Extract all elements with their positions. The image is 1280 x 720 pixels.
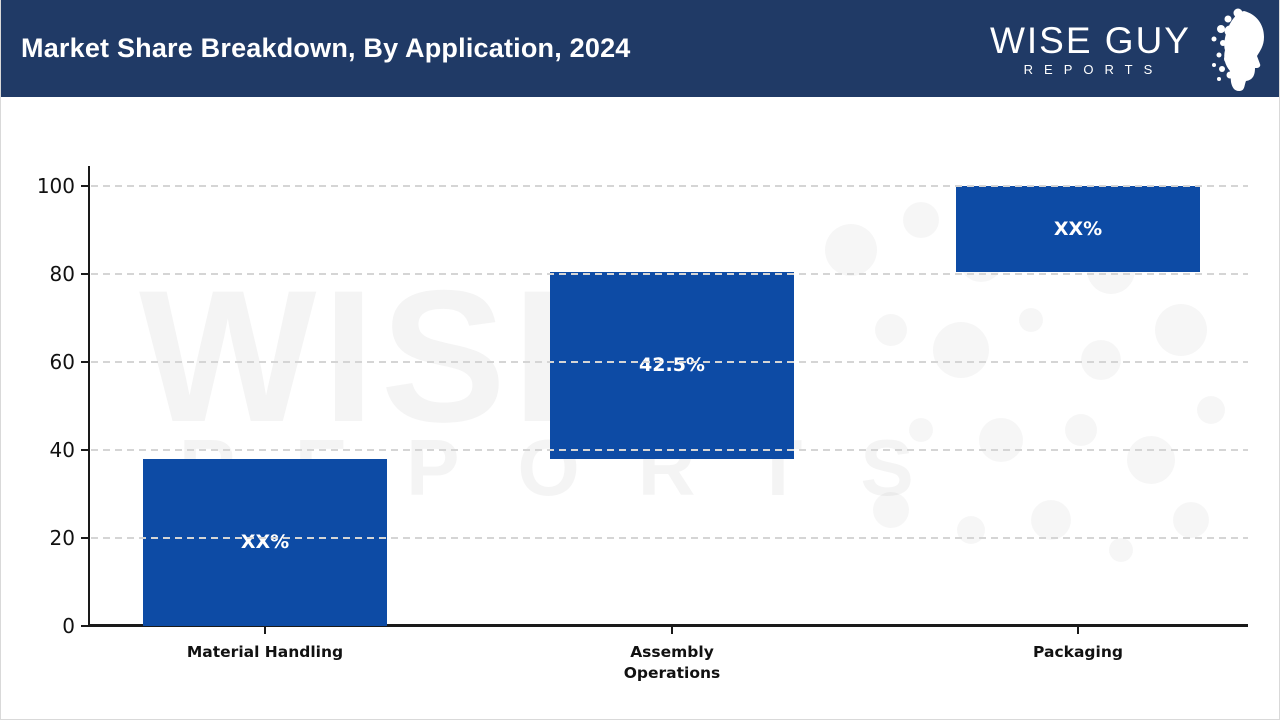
y-tick-mark (81, 537, 88, 539)
wiseguy-logo: WISE GUY REPORTS (990, 7, 1267, 91)
gridline (91, 361, 1248, 363)
header-bar: Market Share Breakdown, By Application, … (1, 0, 1279, 97)
gridline (91, 537, 1248, 539)
x-axis-line (88, 624, 1248, 627)
gridline (91, 185, 1248, 187)
bar-value-label: XX% (240, 531, 290, 554)
market-share-chart: 0 20 40 60 80 100 XX% 42.5% XX% Material Handli… (1, 97, 1279, 719)
y-tick-mark (81, 625, 88, 627)
y-tick-mark (81, 185, 88, 187)
bar-packaging: XX% (956, 186, 1200, 272)
y-tick-mark (81, 361, 88, 363)
x-tick-mark (1077, 627, 1079, 634)
x-category-label: Assembly Operations (623, 643, 721, 682)
x-tick-mark (264, 627, 266, 634)
y-tick-label: 0 (62, 614, 75, 638)
y-tick-label: 80 (49, 262, 75, 286)
wiseguy-logo-text: WISE GUY REPORTS (990, 22, 1191, 76)
bar-material-handling: XX% (143, 458, 387, 626)
logo-wordmark: WISE GUY (989, 19, 1191, 61)
y-tick-mark (81, 273, 88, 275)
page-title: Market Share Breakdown, By Application, … (21, 33, 631, 63)
bar-value-label: 42.5% (639, 354, 705, 377)
x-category-label: Packaging (1033, 643, 1123, 661)
wiseguy-face-icon (1211, 8, 1264, 91)
y-axis-line (88, 166, 90, 627)
x-tick-mark (671, 627, 673, 634)
x-category-label: Material Handling (186, 643, 344, 661)
y-tick-label: 40 (49, 438, 75, 462)
gridline (91, 449, 1248, 451)
y-tick-mark (81, 449, 88, 451)
y-tick-label: 60 (49, 350, 75, 374)
logo-subtitle: REPORTS (1023, 61, 1164, 77)
bar-value-label: XX% (1053, 217, 1103, 240)
y-tick-label: 100 (36, 174, 75, 198)
y-tick-label: 20 (49, 526, 75, 550)
bar-assembly-operations: 42.5% (550, 271, 794, 459)
gridline (91, 273, 1248, 275)
